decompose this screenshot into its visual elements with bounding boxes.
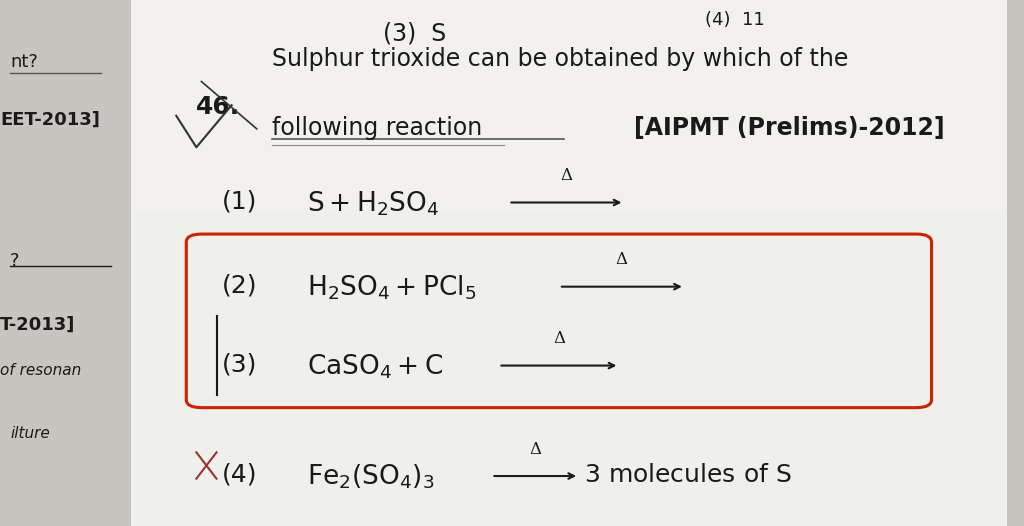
Text: (3)  S: (3) S <box>383 21 445 45</box>
Text: EET-2013]: EET-2013] <box>0 110 100 128</box>
Text: (4)  11: (4) 11 <box>705 11 765 28</box>
Bar <box>131 0 1007 526</box>
Text: Δ: Δ <box>560 167 572 184</box>
Text: $\mathrm{3\ molecules\ of\ S}$: $\mathrm{3\ molecules\ of\ S}$ <box>584 463 792 487</box>
Text: Δ: Δ <box>615 251 628 268</box>
Text: of resonan: of resonan <box>0 363 81 378</box>
Text: following reaction: following reaction <box>272 116 482 140</box>
Text: $\mathrm{CaSO_4 + C}$: $\mathrm{CaSO_4 + C}$ <box>307 352 443 381</box>
Text: (2): (2) <box>221 274 257 298</box>
Text: nt?: nt? <box>10 53 38 70</box>
Bar <box>131 0 1007 210</box>
Text: $\mathrm{S + H_2SO_4}$: $\mathrm{S + H_2SO_4}$ <box>307 189 439 218</box>
Text: (4): (4) <box>221 463 257 487</box>
Text: 46.: 46. <box>197 95 241 119</box>
Text: $\mathrm{Fe_2(SO_4)_3}$: $\mathrm{Fe_2(SO_4)_3}$ <box>307 463 434 491</box>
Text: ?: ? <box>10 252 19 270</box>
Text: Δ: Δ <box>529 441 542 458</box>
Text: [AIPMT (Prelims)-2012]: [AIPMT (Prelims)-2012] <box>635 116 945 140</box>
Text: (1): (1) <box>221 189 257 214</box>
Text: T-2013]: T-2013] <box>0 316 76 333</box>
Text: Δ: Δ <box>553 330 565 347</box>
Text: ilture: ilture <box>10 426 50 441</box>
Text: (3): (3) <box>221 352 257 377</box>
Text: Sulphur trioxide can be obtained by which of the: Sulphur trioxide can be obtained by whic… <box>272 47 848 72</box>
Text: $\mathrm{H_2SO_4 + PCl_5}$: $\mathrm{H_2SO_4 + PCl_5}$ <box>307 274 476 302</box>
